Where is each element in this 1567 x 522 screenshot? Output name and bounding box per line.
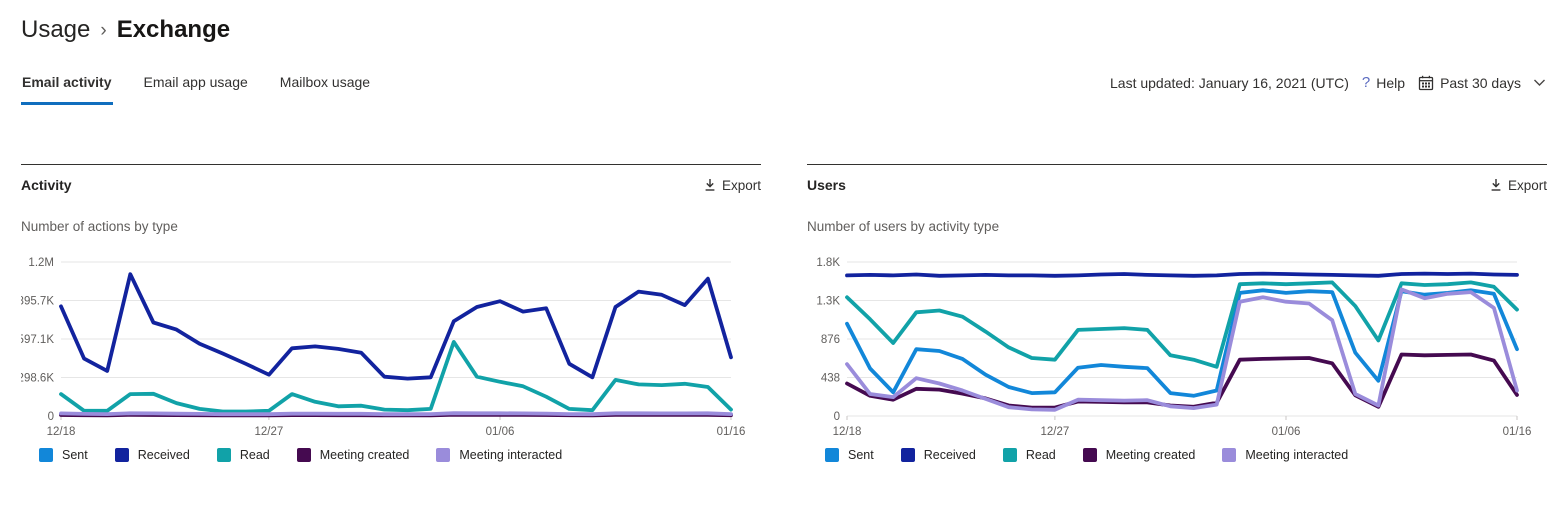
header-row: Email activity Email app usage Mailbox u… xyxy=(0,72,1567,105)
breadcrumb-usage-link[interactable]: Usage xyxy=(21,16,91,43)
users-card-title: Users xyxy=(807,177,846,193)
tab-email-app-usage[interactable]: Email app usage xyxy=(143,74,248,90)
y-axis-tick-label: 876 xyxy=(821,334,840,346)
x-axis-tick-label: 12/18 xyxy=(47,426,76,438)
legend-swatch-meeting-created xyxy=(1082,448,1097,462)
activity-chart-subtitle: Number of actions by type xyxy=(21,219,178,234)
legend-item-meeting-interacted[interactable]: Meeting interacted xyxy=(436,448,562,462)
series-line-read xyxy=(845,280,1519,369)
x-axis-tick-label: 01/16 xyxy=(717,426,746,438)
breadcrumb: Usage › Exchange xyxy=(0,0,1567,46)
activity-card-header: Activity Export xyxy=(21,176,761,194)
download-icon xyxy=(705,179,715,191)
y-axis-tick-label: 1.2M xyxy=(28,257,54,269)
activity-line-chart: 0 298.6K 597.1K 895.7K 1.2M 12/18 12/27 01/06 01… xyxy=(21,257,746,438)
legend-swatch-meeting-interacted xyxy=(1222,448,1237,462)
users-export-button[interactable]: Export xyxy=(1489,178,1547,193)
legend-swatch-meeting-created xyxy=(296,448,311,462)
legend-item-sent[interactable]: Sent xyxy=(39,448,88,462)
x-axis-tick-label: 12/18 xyxy=(833,426,862,438)
legend-label: Sent xyxy=(848,448,874,462)
y-axis-tick-label: 298.6K xyxy=(21,373,54,385)
legend-swatch-read xyxy=(1002,448,1017,462)
legend-label: Read xyxy=(239,448,270,462)
y-axis-tick-label: 1.8K xyxy=(816,257,840,269)
legend-label: Meeting created xyxy=(319,448,410,462)
export-label: Export xyxy=(1507,177,1547,193)
tab-bar: Email activity Email app usage Mailbox u… xyxy=(21,72,371,105)
page-title: Exchange xyxy=(116,16,231,43)
legend-item-received[interactable]: Received xyxy=(114,448,190,462)
legend-label: Meeting interacted xyxy=(1245,448,1349,462)
help-label: Help xyxy=(1376,74,1406,91)
legend-item-meeting-created[interactable]: Meeting created xyxy=(296,448,410,462)
activity-chart-card: Activity Export Number of actions by typ… xyxy=(21,164,761,462)
legend-swatch-read xyxy=(216,448,231,462)
activity-legend: Sent Received Read Meeting created Meeting i… xyxy=(21,448,761,462)
y-axis-tick-label: 438 xyxy=(821,373,840,385)
users-legend: Sent Received Read Meeting created Meeting i… xyxy=(807,448,1547,462)
legend-swatch-received xyxy=(114,448,129,462)
calendar-icon xyxy=(1418,75,1434,90)
date-range-dropdown[interactable]: Past 30 days xyxy=(1418,75,1546,91)
legend-label: Sent xyxy=(62,448,88,462)
legend-swatch-sent xyxy=(39,448,53,462)
series-line-received xyxy=(59,272,733,381)
legend-label: Meeting created xyxy=(1105,448,1196,462)
legend-item-meeting-created[interactable]: Meeting created xyxy=(1082,448,1196,462)
report-meta: Last updated: January 16, 2021 (UTC) ? H… xyxy=(1110,74,1546,105)
x-axis-tick-label: 12/27 xyxy=(1041,426,1070,438)
users-chart-card: Users Export Number of users by activity… xyxy=(807,164,1547,462)
series-line-received xyxy=(845,271,1519,278)
help-button[interactable]: ? Help xyxy=(1362,74,1405,91)
charts-row: Activity Export Number of actions by typ… xyxy=(0,164,1567,462)
help-question-icon: ? xyxy=(1361,74,1371,91)
y-axis-tick-label: 597.1K xyxy=(21,334,54,346)
series-line-meeting-interacted xyxy=(59,411,733,417)
activity-card-title: Activity xyxy=(21,177,72,193)
y-axis-tick-label: 895.7K xyxy=(21,296,54,308)
legend-swatch-meeting-interacted xyxy=(436,448,451,462)
x-axis-tick-label: 01/06 xyxy=(1272,426,1301,438)
legend-swatch-received xyxy=(900,448,915,462)
download-icon xyxy=(1491,179,1501,191)
legend-item-meeting-interacted[interactable]: Meeting interacted xyxy=(1222,448,1348,462)
series-line-sent xyxy=(845,288,1519,398)
y-axis-tick-label: 0 xyxy=(834,411,840,423)
tab-mailbox-usage[interactable]: Mailbox usage xyxy=(279,74,371,90)
breadcrumb-chevron-icon: › xyxy=(100,20,107,41)
legend-label: Read xyxy=(1025,448,1056,462)
y-axis-tick-label: 0 xyxy=(48,411,54,423)
series-line-meeting-created xyxy=(845,352,1519,410)
legend-item-received[interactable]: Received xyxy=(900,448,976,462)
legend-item-read[interactable]: Read xyxy=(216,448,270,462)
legend-label: Received xyxy=(923,448,976,462)
legend-item-sent[interactable]: Sent xyxy=(825,448,874,462)
tab-email-activity[interactable]: Email activity xyxy=(21,72,113,105)
users-chart-subtitle: Number of users by activity type xyxy=(807,219,1000,234)
y-axis-tick-label: 1.3K xyxy=(816,296,840,308)
series-line-read xyxy=(59,340,733,414)
x-axis-tick-label: 01/16 xyxy=(1503,426,1532,438)
activity-export-button[interactable]: Export xyxy=(703,178,761,193)
users-line-chart: 0 438 876 1.3K 1.8K 12/18 12/27 01/06 01/16 xyxy=(816,257,1532,438)
users-card-header: Users Export xyxy=(807,176,1547,194)
chevron-down-icon xyxy=(1534,79,1545,86)
legend-item-read[interactable]: Read xyxy=(1002,448,1056,462)
legend-swatch-sent xyxy=(825,448,839,462)
date-range-label: Past 30 days xyxy=(1440,74,1521,91)
legend-label: Received xyxy=(137,448,190,462)
series-line-meeting-interacted xyxy=(845,287,1519,412)
export-label: Export xyxy=(721,177,761,193)
x-axis-tick-label: 01/06 xyxy=(486,426,515,438)
legend-label: Meeting interacted xyxy=(459,448,563,462)
last-updated-text: Last updated: January 16, 2021 (UTC) xyxy=(1110,74,1349,91)
x-axis-tick-label: 12/27 xyxy=(255,426,284,438)
